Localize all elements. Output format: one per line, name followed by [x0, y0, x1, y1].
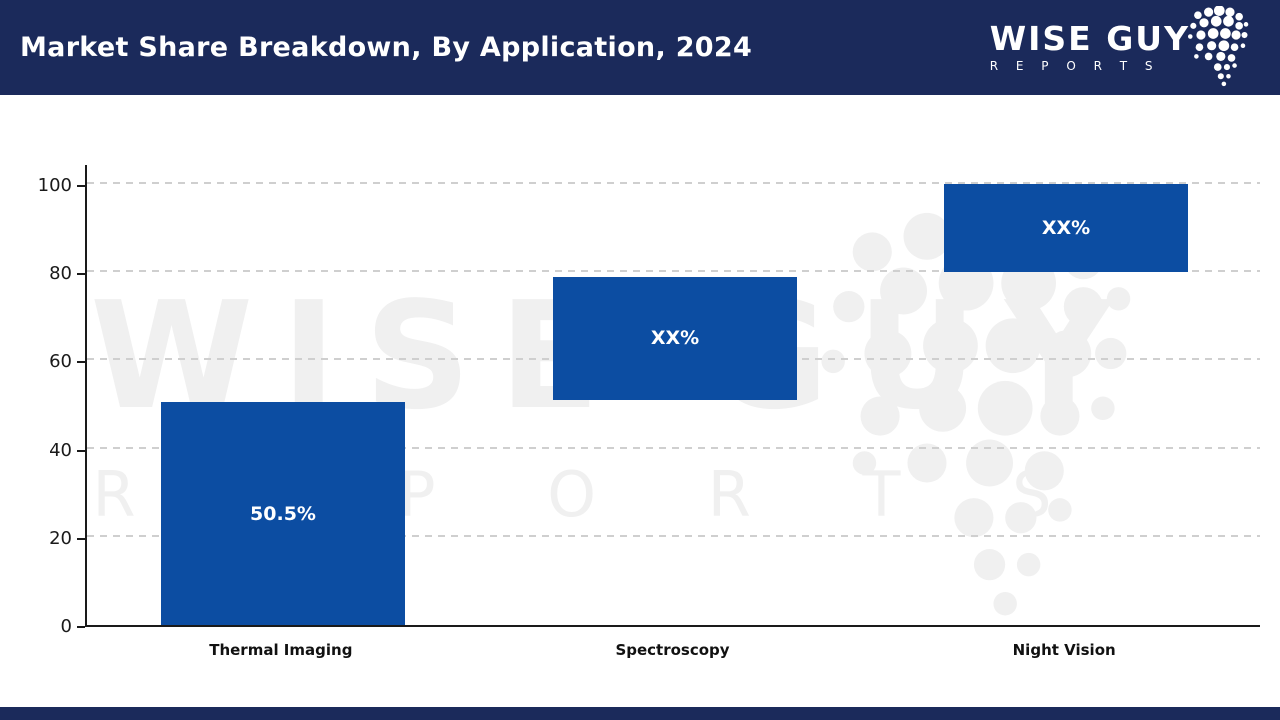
- logo-subtitle: R E P O R T S: [989, 59, 1160, 74]
- y-axis-tick-mark: [77, 537, 85, 540]
- gridline-20: [87, 534, 1260, 537]
- x-axis-category-label: Spectroscopy: [615, 641, 730, 659]
- x-axis-category-label: Thermal Imaging: [209, 641, 353, 659]
- wiseguy-logo-text: WISE GUY R E P O R T S: [989, 18, 1190, 74]
- x-axis-category-label: Night Vision: [1012, 641, 1116, 659]
- plot-area: 50.5% XX% XX%: [85, 165, 1260, 627]
- page-title: Market Share Breakdown, By Application, …: [20, 32, 753, 63]
- chart-area: 50.5% XX% XX% 0 20 40 60 80 100 Thermal Imaging S…: [0, 95, 1280, 707]
- logo-wordmark: WISE GUY: [989, 18, 1190, 58]
- gridline-100: [87, 182, 1260, 184]
- y-axis-tick-mark: [77, 273, 85, 276]
- y-axis-tick-mark: [77, 361, 85, 364]
- bar-thermal-imaging: 50.5%: [161, 402, 405, 625]
- y-axis-tick-label: 60: [49, 351, 72, 373]
- gridline-40: [87, 446, 1260, 449]
- header-bar: Market Share Breakdown, By Application, …: [0, 0, 1280, 95]
- bar-value-label: XX%: [650, 327, 700, 350]
- y-axis-tick-label: 0: [60, 616, 72, 637]
- dotted-head-icon: [1187, 5, 1249, 86]
- y-axis-tick-label: 20: [49, 527, 72, 549]
- y-axis-tick-label: 100: [37, 175, 72, 196]
- bar-spectroscopy: XX%: [553, 276, 797, 401]
- y-axis-tick-mark: [77, 626, 85, 628]
- bar-value-label: 50.5%: [250, 502, 316, 525]
- y-axis-tick-label: 40: [49, 439, 72, 461]
- bar-value-label: XX%: [1041, 217, 1091, 240]
- y-axis-tick-mark: [77, 185, 85, 187]
- bar-night-vision: XX%: [944, 184, 1188, 273]
- footer-bar: [0, 707, 1280, 720]
- wiseguy-logo: WISE GUY R E P O R T S: [989, 5, 1254, 90]
- y-axis-tick-label: 80: [49, 263, 72, 285]
- y-axis-tick-mark: [77, 449, 85, 452]
- gridline-80: [87, 270, 1260, 273]
